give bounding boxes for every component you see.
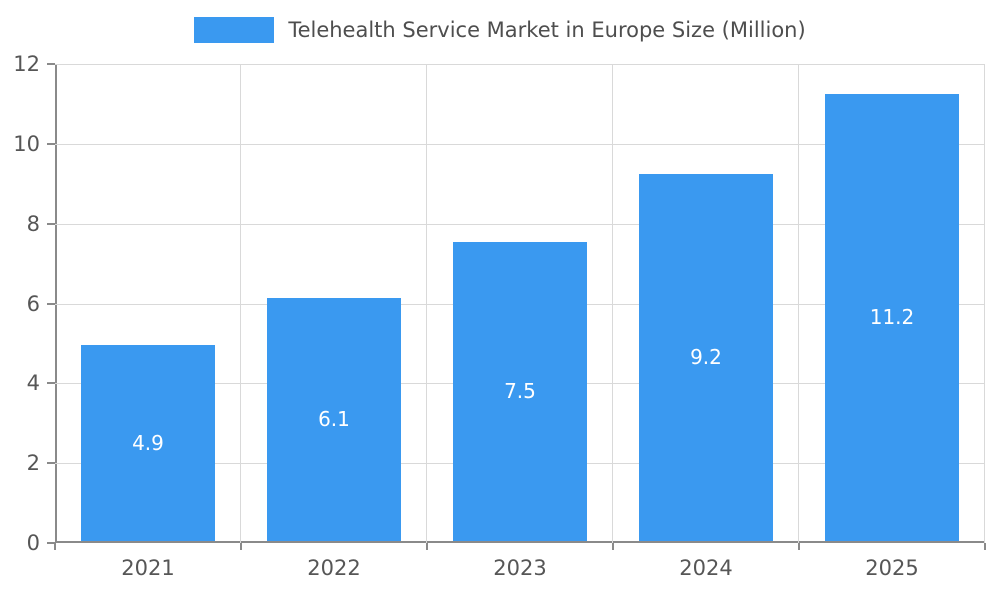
x-axis-line (55, 541, 985, 543)
y-tick-label: 12 (13, 52, 40, 76)
bar-value-label: 4.9 (132, 431, 164, 456)
y-tick-mark (47, 542, 55, 544)
v-gridline (612, 64, 613, 543)
x-tick-mark (612, 543, 614, 550)
x-tick-mark (54, 543, 56, 550)
x-tick-label: 2023 (493, 556, 547, 580)
y-tick-label: 6 (26, 291, 40, 316)
bar-value-label: 9.2 (690, 345, 722, 370)
x-tick-mark (426, 543, 428, 550)
y-tick-mark (47, 382, 55, 385)
v-gridline (426, 64, 427, 543)
bar-2022: 6.1 (267, 297, 401, 541)
y-tick-mark (47, 142, 55, 145)
v-gridline (984, 64, 985, 543)
x-tick-label: 2024 (679, 556, 733, 580)
y-tick-mark (47, 63, 55, 65)
y-tick-mark (47, 222, 55, 225)
chart-legend[interactable]: Telehealth Service Market in Europe Size… (0, 17, 1000, 43)
bar-2025: 11.2 (825, 93, 959, 541)
bar-value-label: 11.2 (869, 305, 915, 330)
legend-swatch[interactable] (194, 17, 275, 43)
y-tick-label: 4 (26, 371, 40, 396)
bar-2023: 7.5 (453, 241, 587, 541)
bar-2024: 9.2 (639, 173, 773, 541)
bar-2021: 4.9 (81, 345, 215, 541)
x-tick-label: 2025 (865, 556, 919, 580)
plot-area: 4.9 6.1 7.5 9.2 11.2 (55, 64, 985, 543)
y-tick-mark (47, 462, 55, 465)
bar-value-label: 7.5 (504, 379, 536, 404)
y-tick-label: 8 (26, 211, 40, 236)
h-gridline (55, 223, 985, 225)
x-tick-mark (798, 543, 800, 550)
h-gridline (55, 143, 985, 145)
x-tick-label: 2022 (307, 556, 361, 580)
x-tick-label: 2021 (121, 556, 175, 580)
bar-value-label: 6.1 (318, 407, 350, 432)
x-tick-mark (984, 543, 986, 550)
chart-title: Telehealth Service Market in Europe Size… (288, 18, 806, 42)
h-gridline (55, 64, 985, 65)
y-tick-label: 2 (26, 451, 40, 476)
v-gridline (798, 64, 799, 543)
y-tick-label: 10 (13, 131, 40, 156)
v-gridline (240, 64, 241, 543)
y-tick-mark (47, 302, 55, 305)
x-tick-mark (240, 543, 242, 550)
y-tick-label: 0 (26, 531, 40, 555)
